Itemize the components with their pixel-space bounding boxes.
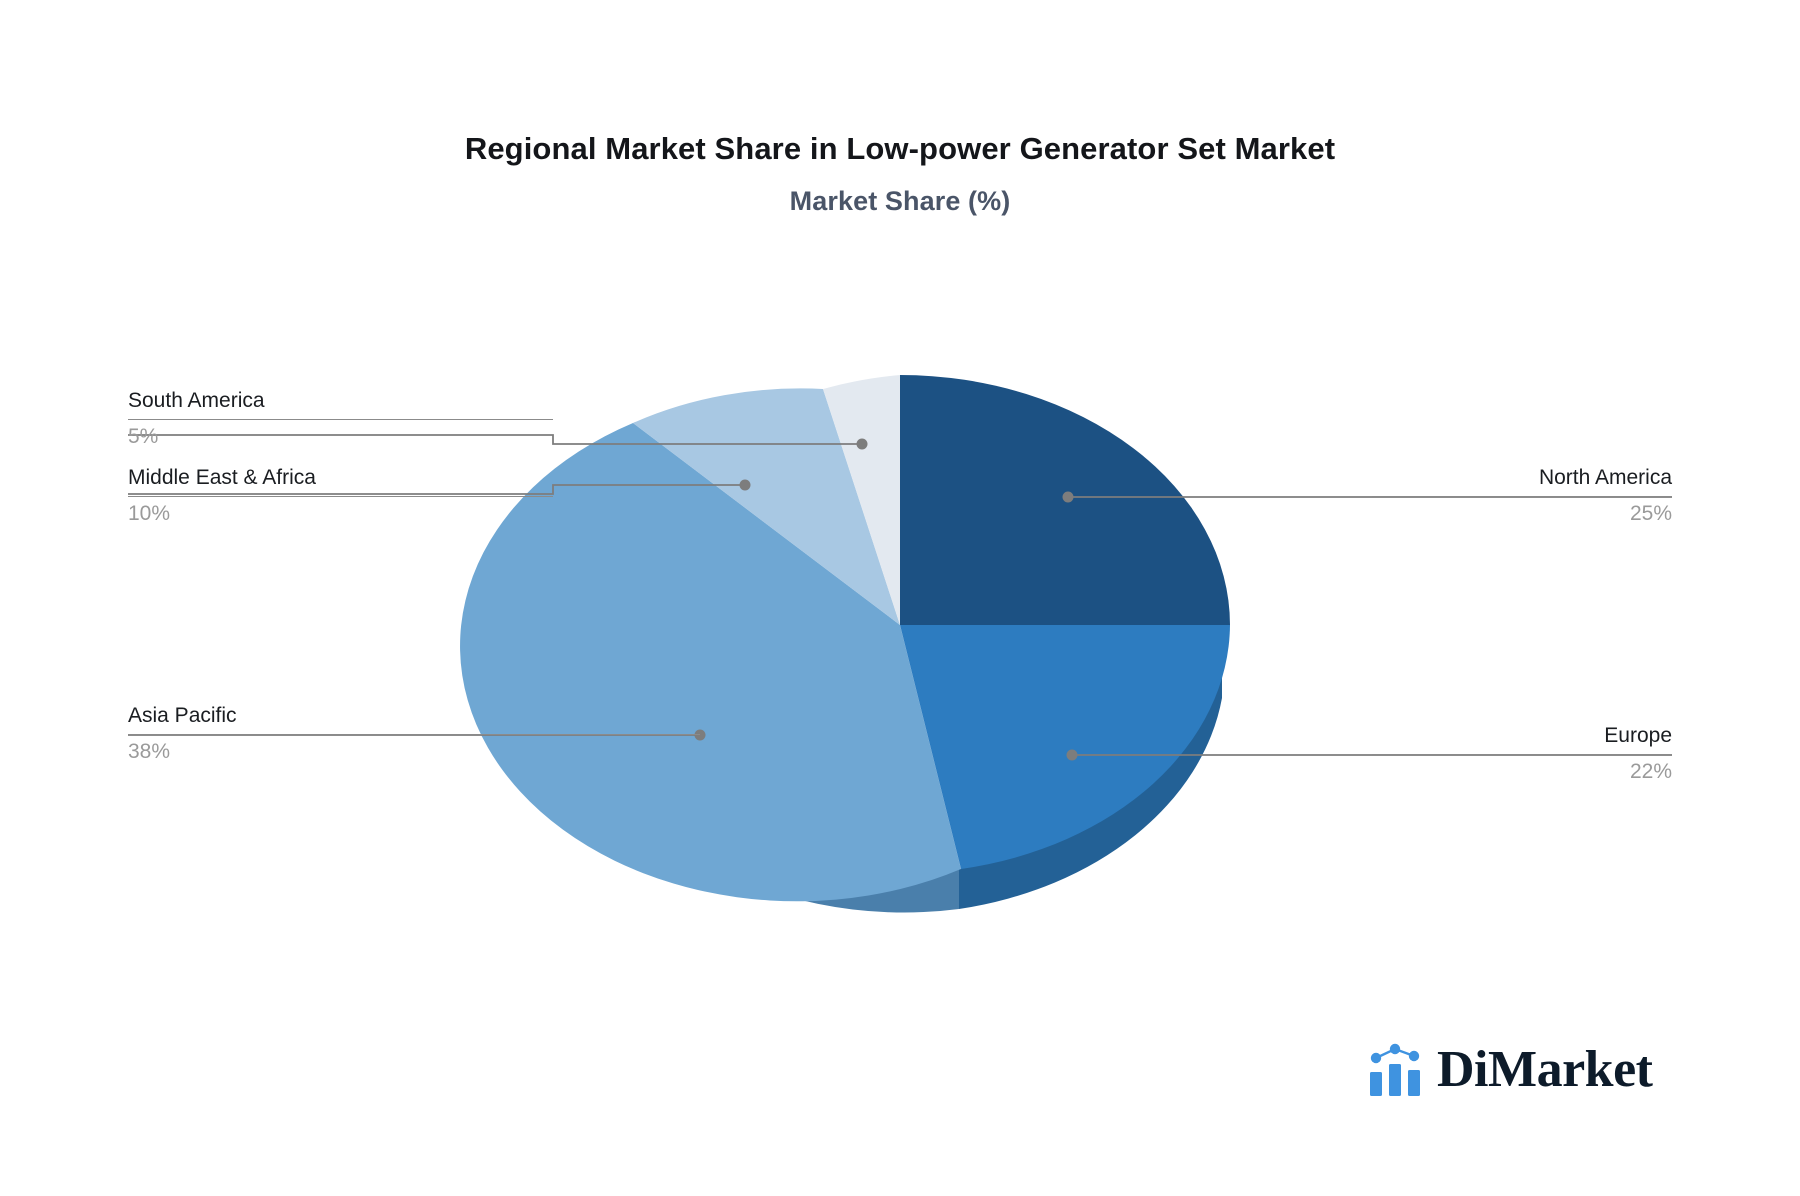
leader-dot-europe — [1066, 749, 1078, 761]
callout-label-north-america: North America — [1538, 466, 1672, 489]
leader-dot-north-america — [1062, 491, 1074, 503]
callout-value-asia-pacific: 38% — [128, 740, 171, 763]
brand-logo[interactable]: DiMarket — [1368, 1041, 1653, 1098]
callout-value-north-america: 25% — [1629, 502, 1672, 525]
callout-label-europe: Europe — [1604, 724, 1672, 747]
leader-line-south-america — [128, 434, 862, 445]
callout-value-europe: 22% — [1629, 760, 1672, 783]
callout-north-america[interactable]: North America 25% — [1372, 465, 1672, 527]
leader-dot-south-america — [856, 438, 868, 450]
callout-label-asia-pacific: Asia Pacific — [128, 704, 237, 727]
callout-label-middle-east-africa: Middle East & Africa — [128, 466, 316, 489]
callout-europe[interactable]: Europe 22% — [1372, 723, 1672, 785]
leader-lines — [128, 434, 1672, 761]
pie-slice-south-america — [823, 375, 900, 625]
callout-south-america[interactable]: South America 5% — [128, 388, 553, 450]
leader-dot-middle-east-africa — [739, 479, 751, 491]
callout-rule-middle-east-africa — [128, 496, 553, 497]
callout-value-middle-east-africa: 10% — [128, 502, 171, 525]
brand-logo-text: DiMarket — [1437, 1041, 1653, 1098]
leader-line-middle-east-africa — [128, 484, 745, 495]
chart-subtitle: Market Share (%) — [789, 186, 1011, 216]
chart-title: Regional Market Share in Low-power Gener… — [464, 131, 1336, 166]
pie-side-europe — [959, 658, 1222, 909]
callout-rule-asia-pacific — [128, 734, 700, 735]
callout-value-south-america: 5% — [128, 425, 159, 448]
pie-slice-europe — [900, 625, 1230, 869]
pie-top-face — [460, 375, 1230, 902]
callout-label-south-america: South America — [128, 389, 265, 412]
callout-asia-pacific[interactable]: Asia Pacific 38% — [128, 703, 700, 765]
callout-middle-east-africa[interactable]: Middle East & Africa 10% — [128, 465, 553, 527]
pie-slice-asia-pacific — [460, 423, 961, 902]
pie-slice-middle-east-africa — [633, 388, 900, 625]
bar-chart-logo-icon — [1368, 1042, 1426, 1098]
callout-rule-europe — [1372, 754, 1672, 755]
callout-rule-north-america — [1372, 496, 1672, 497]
callout-rule-south-america — [128, 419, 553, 420]
leader-dot-asia-pacific — [694, 729, 706, 741]
